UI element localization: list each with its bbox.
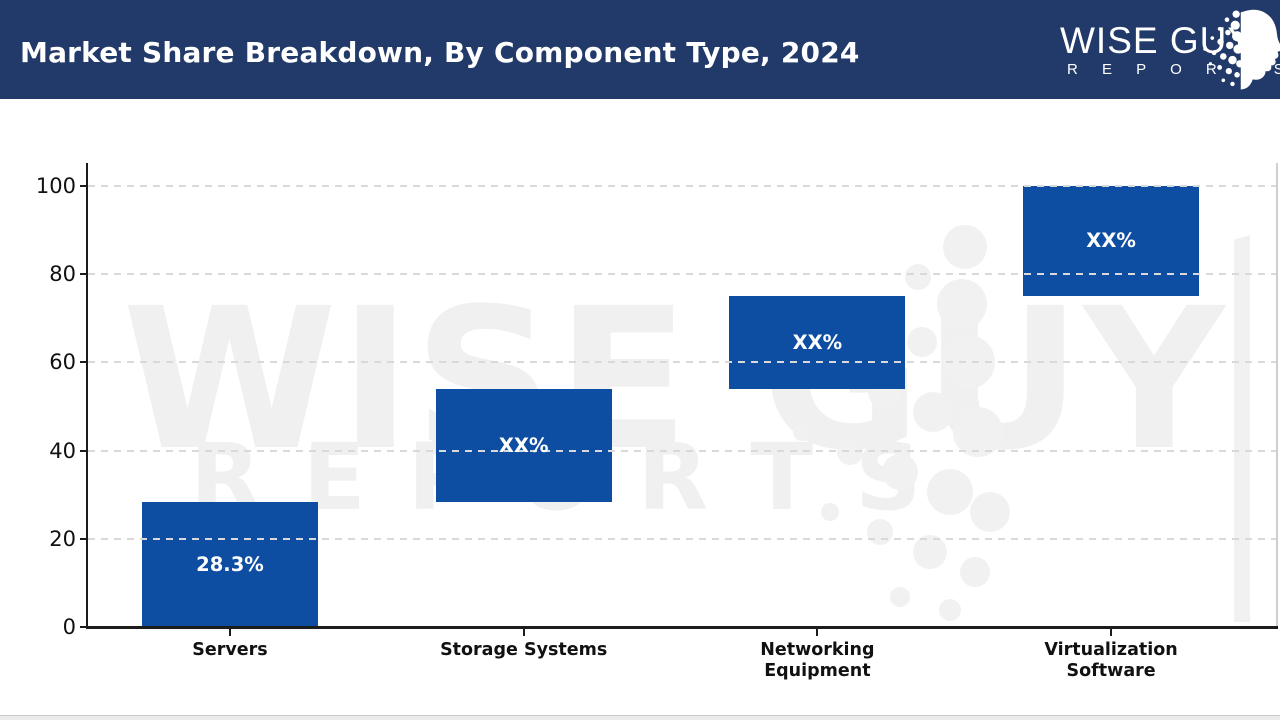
bar-servers bbox=[142, 502, 318, 627]
gridline bbox=[88, 537, 1276, 540]
y-axis-tick-label: 100 bbox=[35, 174, 76, 198]
x-axis-category-label-line: Equipment bbox=[764, 661, 871, 681]
y-axis-tick-label: 80 bbox=[49, 262, 76, 287]
gridline bbox=[88, 273, 1276, 276]
y-axis-tick bbox=[80, 626, 87, 628]
bar-virtualization-software bbox=[1023, 186, 1200, 297]
footer-divider bbox=[0, 715, 1280, 716]
y-axis-tick bbox=[80, 449, 87, 452]
y-axis-tick bbox=[80, 361, 87, 364]
x-axis-tick bbox=[229, 628, 231, 636]
wiseguy-face-icon bbox=[1203, 9, 1280, 90]
x-axis-category-label-line: Software bbox=[1066, 661, 1156, 681]
gridline bbox=[88, 361, 1276, 364]
chart-title: Market Share Breakdown, By Component Typ… bbox=[20, 36, 860, 69]
bar-networking-equipment bbox=[729, 296, 906, 389]
x-axis-category-label-line: Virtualization bbox=[1044, 640, 1178, 660]
y-axis-tick bbox=[80, 537, 87, 540]
x-axis-category-label: Networking Equipment bbox=[687, 640, 947, 682]
gridline bbox=[88, 185, 1276, 187]
y-axis-tick bbox=[80, 273, 87, 276]
bar-value-label: 28.3% bbox=[196, 552, 264, 576]
x-axis-category-label-line: Storage Systems bbox=[440, 640, 608, 660]
bar-value-label: XX% bbox=[1086, 229, 1136, 253]
y-axis-line bbox=[86, 163, 88, 628]
gridline bbox=[88, 449, 1276, 452]
x-axis-tick bbox=[816, 628, 819, 636]
y-axis-tick-label: 60 bbox=[49, 350, 76, 375]
x-axis-category-label: Storage Systems bbox=[394, 640, 654, 661]
x-axis-tick bbox=[1110, 628, 1113, 636]
x-axis-category-label-line: Networking bbox=[760, 640, 875, 660]
y-axis-tick-label: 0 bbox=[62, 615, 76, 639]
bar-value-label: XX% bbox=[792, 330, 843, 354]
y-axis-tick-label: 20 bbox=[49, 526, 76, 551]
y-axis-tick-label: 40 bbox=[49, 438, 76, 463]
watermark-text-line1: WISE GUY bbox=[122, 266, 1227, 493]
bar-value-label: XX% bbox=[498, 433, 549, 457]
bar-storage-systems bbox=[435, 388, 612, 503]
footer-strip bbox=[0, 716, 1280, 720]
x-axis-category-label-line: Servers bbox=[192, 640, 268, 660]
header-band: Market Share Breakdown, By Component Typ… bbox=[0, 0, 1280, 99]
x-axis-category-label: Servers bbox=[100, 640, 360, 661]
logo-subtitle: R E P O R T S bbox=[1067, 61, 1280, 78]
x-axis-line bbox=[86, 626, 1278, 629]
right-border-line bbox=[1276, 163, 1278, 627]
wiseguy-logo: WISE GUY R E P O R T S bbox=[1020, 0, 1280, 99]
x-axis-tick bbox=[522, 628, 525, 636]
x-axis-category-label: Virtualization Software bbox=[981, 640, 1241, 682]
y-axis-tick bbox=[80, 185, 87, 187]
